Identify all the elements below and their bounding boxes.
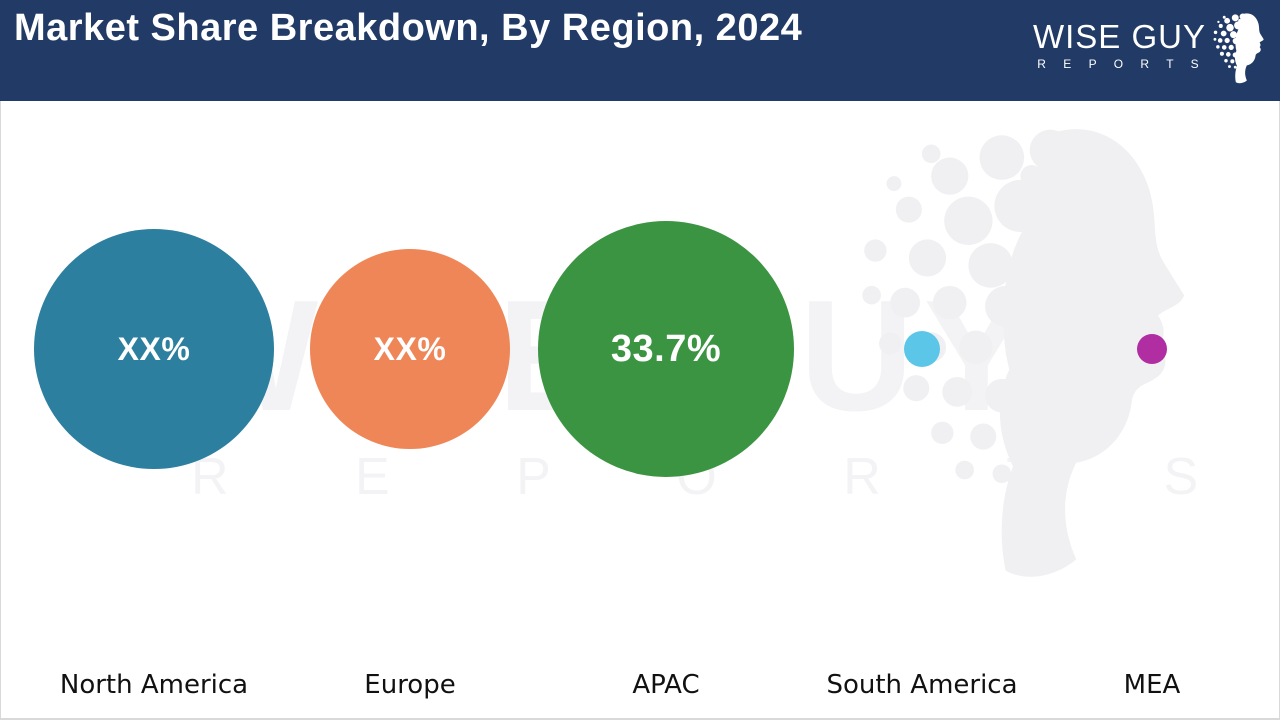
brand-logo-text: WISE GUY R E P O R T S	[1033, 20, 1206, 71]
region-label-south-america: South America	[826, 670, 1018, 700]
bubble-column-mea: MEA	[1024, 101, 1279, 718]
page-title: Market Share Breakdown, By Region, 2024	[14, 7, 803, 49]
bubble-value-label: XX%	[117, 330, 191, 367]
bubble-apac: 33.7%	[538, 221, 794, 477]
bubble-mea	[1137, 334, 1167, 364]
bubble-column-north-america: XX% North America	[26, 101, 282, 718]
bubble-south-america	[904, 331, 940, 367]
bubble-column-apac: 33.7% APAC	[538, 101, 794, 718]
bubble-column-south-america: South America	[794, 101, 1050, 718]
region-label-apac: APAC	[632, 670, 700, 700]
brand-logo: WISE GUY R E P O R T S	[1033, 8, 1266, 88]
region-label-europe: Europe	[364, 670, 456, 700]
bubble-column-europe: XX% Europe	[282, 101, 538, 718]
bubble-north-america: XX%	[34, 229, 274, 469]
bubble-europe: XX%	[310, 249, 510, 449]
header: Market Share Breakdown, By Region, 2024 …	[0, 0, 1280, 101]
region-label-mea: MEA	[1123, 670, 1181, 700]
bubble-value-label: XX%	[373, 330, 447, 367]
bubble-value-label: 33.7%	[610, 327, 722, 370]
region-label-north-america: North America	[59, 670, 249, 700]
dotted-head-icon	[1213, 13, 1264, 84]
brand-reports-label: R E P O R T S	[1037, 57, 1206, 71]
brand-name: WISE GUY	[1032, 18, 1206, 55]
chart-area: WISE GUY R E P O R T S XX% North America…	[0, 101, 1280, 720]
